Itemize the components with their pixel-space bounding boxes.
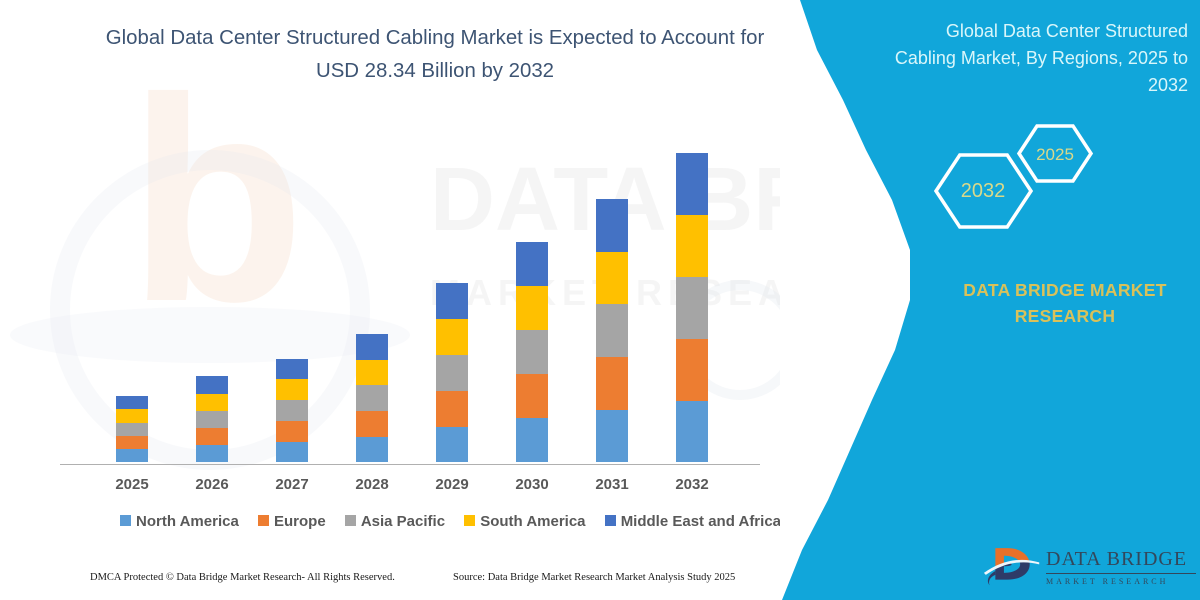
svg-text:2032: 2032	[961, 180, 1006, 202]
svg-text:2025: 2025	[1036, 145, 1074, 164]
